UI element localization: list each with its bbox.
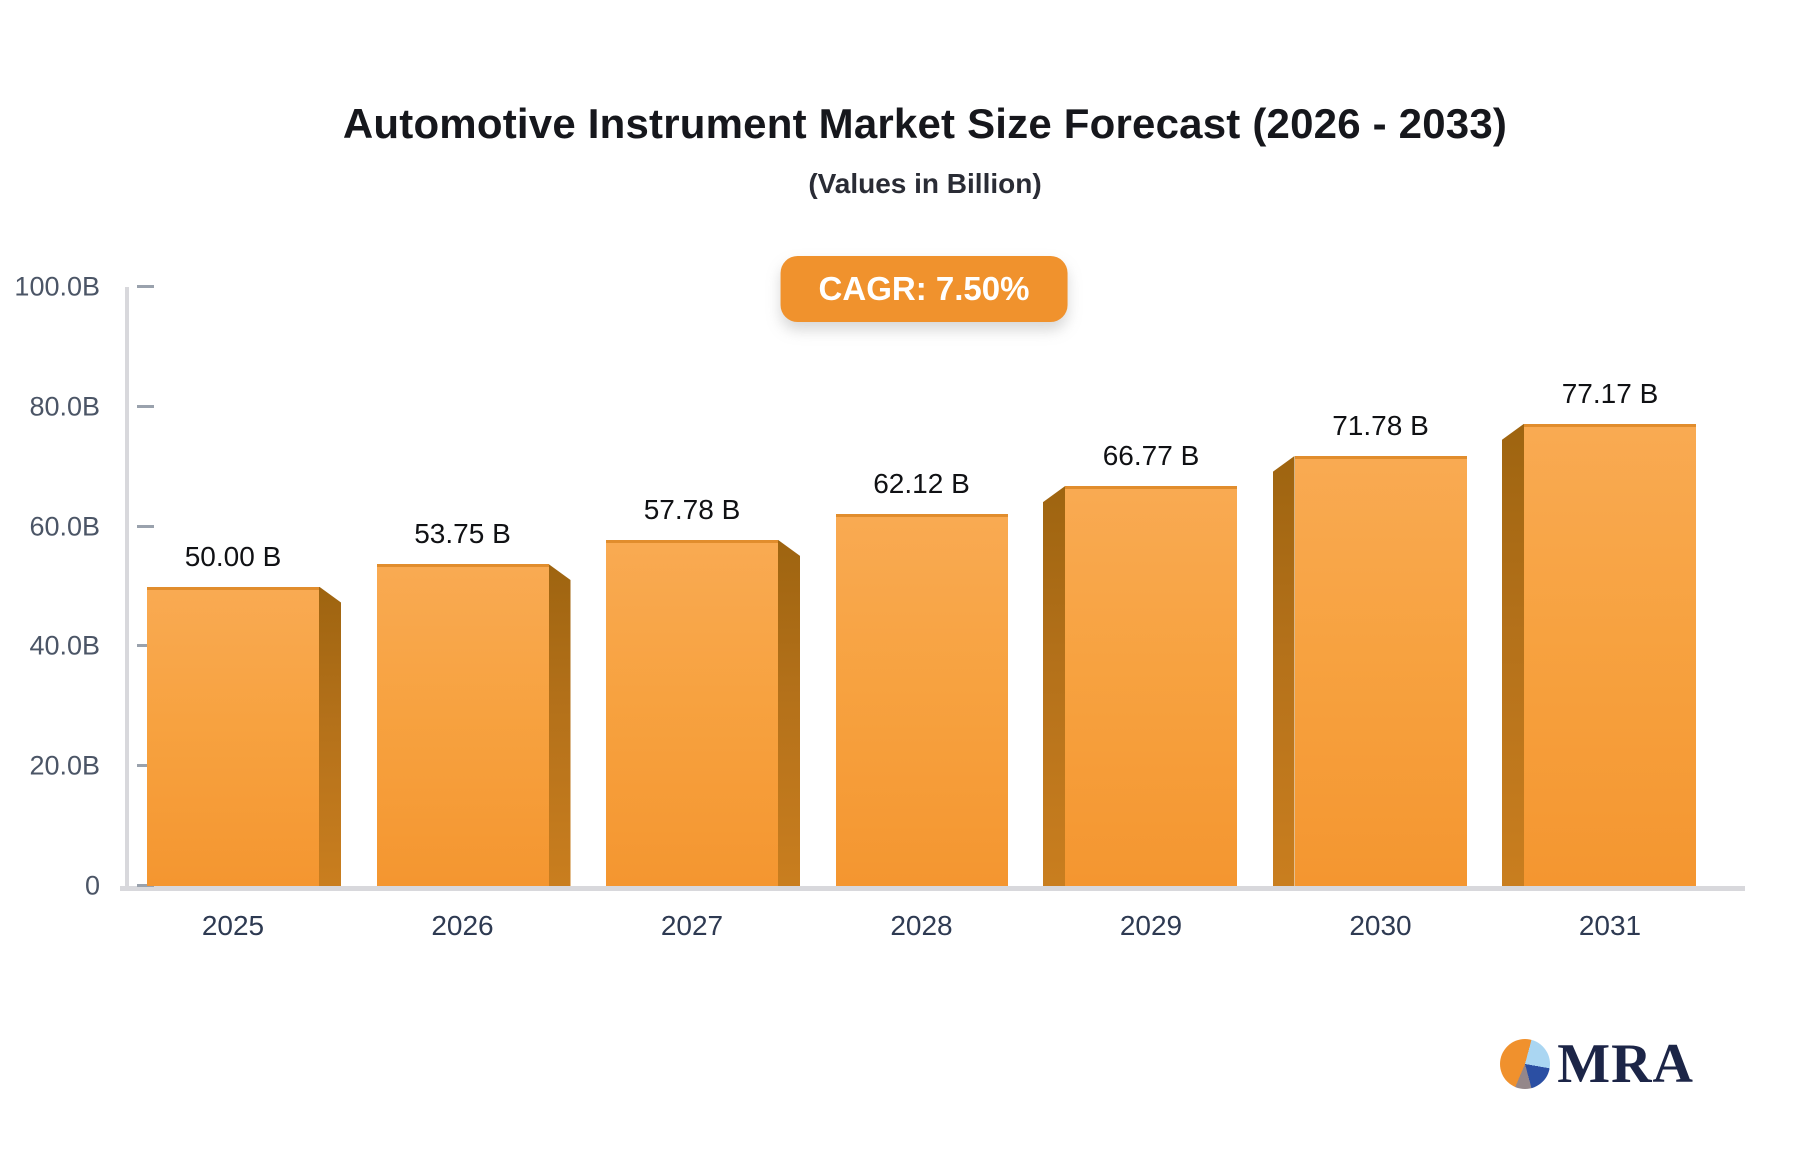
x-axis-label: 2029	[1119, 910, 1183, 941]
x-axis-label: 2031	[1578, 910, 1642, 941]
brand-logo: MRA	[1500, 1036, 1694, 1092]
bar-value-label: 66.77 B	[1102, 440, 1200, 472]
bar-column-2027: 57.78 B 2027	[606, 287, 800, 941]
brand-logo-text: MRA	[1557, 1033, 1694, 1095]
x-axis-label: 2026	[431, 910, 494, 941]
y-tick-mark	[137, 764, 154, 768]
y-tick-label: 40.0B	[29, 630, 100, 661]
bar-front-face	[835, 513, 1008, 886]
chart-title: Automotive Instrument Market Size Foreca…	[342, 100, 1508, 147]
x-axis-label: 2027	[660, 910, 724, 941]
plot-area: 100.0B 80.0B 60.0B 40.0B 20.0B 0 50.00 B 2025 5…	[14, 272, 1745, 941]
bar-column-2031: 77.17 B 2031	[1502, 287, 1696, 941]
y-tick-label: 80.0B	[29, 391, 100, 422]
y-tick-label: 0	[84, 870, 100, 901]
chart-subtitle: (Values in Billion)	[808, 168, 1042, 199]
y-tick-label: 20.0B	[29, 750, 100, 781]
bar-side-face	[1502, 423, 1524, 886]
bar-value-label: 53.75 B	[414, 518, 511, 550]
pie-chart-logo-icon	[1500, 1039, 1551, 1089]
bar-column-2030: 71.78 B 2030	[1272, 287, 1467, 941]
bar-column-2025: 50.00 B 2025	[147, 287, 341, 941]
y-tick-mark	[137, 524, 154, 528]
bar-side-face	[1272, 456, 1295, 886]
bar-column-2029: 66.77 B 2029	[1043, 287, 1237, 941]
y-tick-mark	[137, 884, 154, 887]
bar-front-face	[1524, 423, 1696, 886]
bar-value-label: 77.17 B	[1561, 377, 1659, 409]
x-axis-label: 2028	[890, 910, 953, 941]
bar-column-2026: 53.75 B 2026	[376, 287, 571, 941]
bar-side-face	[319, 586, 341, 886]
y-tick-mark	[137, 285, 154, 288]
bar-front-face	[606, 539, 778, 886]
x-axis-line	[120, 886, 1745, 891]
bar-side-face	[548, 564, 571, 886]
y-tick-label: 100.0B	[14, 271, 100, 302]
bar-front-face	[376, 564, 549, 886]
y-tick-mark	[137, 404, 154, 408]
bar-front-face	[1294, 456, 1467, 886]
bar-value-label: 71.78 B	[1332, 410, 1429, 442]
y-tick-mark	[137, 644, 154, 648]
bar-value-label: 62.12 B	[873, 467, 970, 499]
bar-front-face	[147, 586, 319, 886]
bars-container: 50.00 B 2025 53.75 B 2026 57.78 B 2027 62.12 B…	[147, 287, 1696, 941]
x-axis-label: 2025	[201, 910, 265, 941]
bar-side-face	[1043, 486, 1065, 886]
cagr-badge: CAGR: 7.50%	[780, 256, 1068, 322]
bar-side-face	[778, 539, 800, 886]
bar-value-label: 57.78 B	[643, 493, 741, 525]
x-axis-label: 2030	[1349, 910, 1412, 941]
y-tick-label: 60.0B	[29, 511, 100, 542]
bar-column-2028: 62.12 B 2028	[835, 287, 1008, 941]
y-axis-line	[125, 287, 129, 886]
bar-value-label: 50.00 B	[184, 540, 282, 572]
bar-front-face	[1065, 486, 1237, 886]
